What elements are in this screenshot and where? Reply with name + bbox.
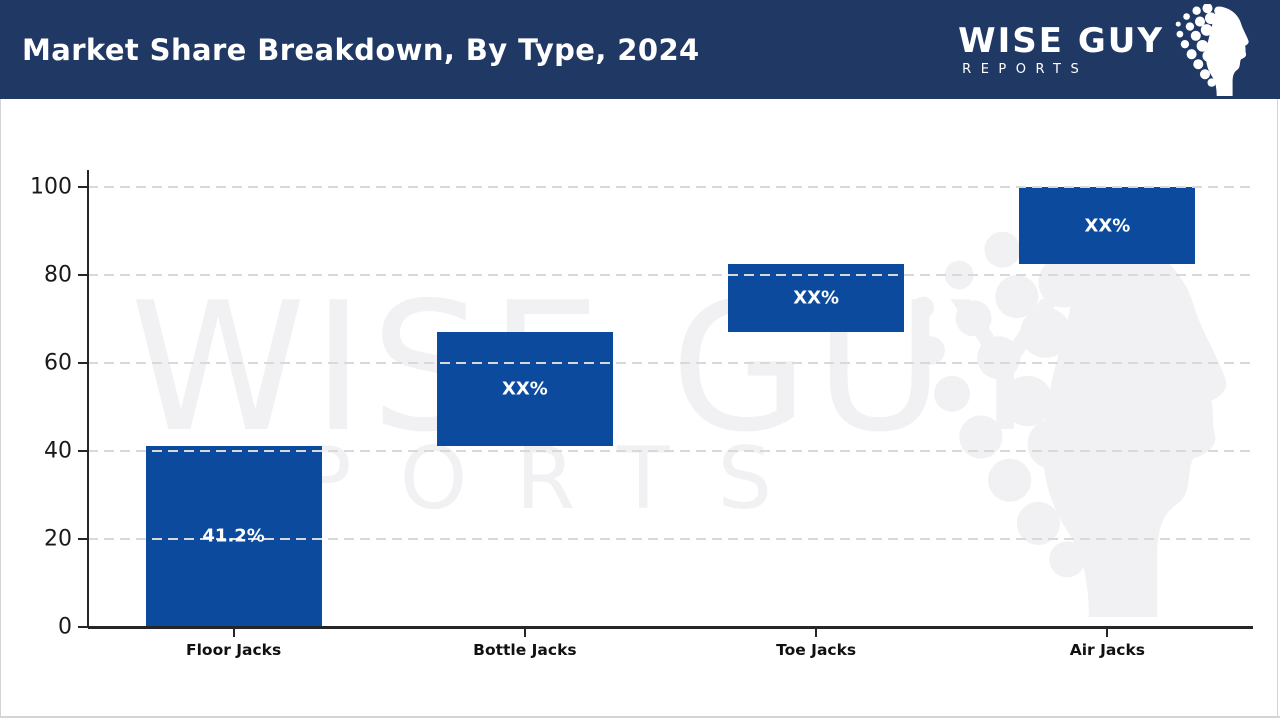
y-tick-label: 0 xyxy=(58,614,72,640)
x-tick-mark xyxy=(232,628,235,637)
x-tick-mark xyxy=(1106,628,1109,637)
y-axis xyxy=(87,170,89,628)
x-tick-mark xyxy=(815,628,818,637)
x-tick-mark xyxy=(523,628,526,637)
logo-wordmark: WISE GUY xyxy=(958,20,1164,61)
bar-segment xyxy=(436,332,613,446)
grid-line xyxy=(88,186,1253,188)
grid-line xyxy=(88,274,1253,276)
x-axis-label: Bottle Jacks xyxy=(473,641,577,659)
page-title: Market Share Breakdown, By Type, 2024 xyxy=(22,32,700,67)
grid-line xyxy=(88,450,1253,452)
header-bar: Market Share Breakdown, By Type, 2024 WI… xyxy=(0,0,1280,99)
grid-line xyxy=(88,538,1253,540)
y-tick-label: 60 xyxy=(44,350,72,376)
grid-line xyxy=(88,362,1253,364)
wise-guy-logo: WISE GUY REPORTS xyxy=(958,3,1254,96)
logo-subtext: REPORTS xyxy=(962,61,1089,77)
y-tick-mark xyxy=(78,450,87,452)
y-tick-mark xyxy=(78,538,87,540)
y-tick-mark xyxy=(78,626,87,628)
x-axis xyxy=(88,626,1253,629)
right-border xyxy=(1277,99,1278,717)
x-axis-label: Air Jacks xyxy=(1069,641,1146,659)
y-tick-mark xyxy=(78,274,87,276)
left-border xyxy=(0,99,1,717)
y-tick-label: 80 xyxy=(44,262,72,288)
y-tick-label: 100 xyxy=(30,174,72,200)
bar-value-label: XX% xyxy=(793,287,840,309)
bar-segment xyxy=(145,445,322,627)
dotted-face-icon xyxy=(1166,3,1254,96)
x-axis-label: Toe Jacks xyxy=(776,641,857,659)
y-tick-label: 40 xyxy=(44,438,72,464)
y-tick-mark xyxy=(78,186,87,188)
y-tick-label: 20 xyxy=(44,526,72,552)
bottom-border xyxy=(0,716,1280,718)
logo-text: WISE GUY REPORTS xyxy=(958,24,1164,76)
bar-value-label: 41.2% xyxy=(202,525,265,547)
bar-value-label: XX% xyxy=(501,378,548,400)
x-axis-label: Floor Jacks xyxy=(186,641,282,659)
bar-value-label: XX% xyxy=(1084,215,1131,236)
y-tick-mark xyxy=(78,362,87,364)
